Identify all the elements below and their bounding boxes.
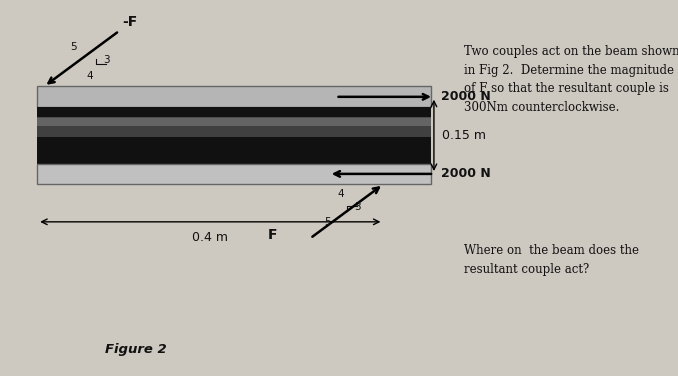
Text: 4: 4	[86, 71, 93, 82]
Text: Two couples act on the beam shown
in Fig 2.  Determine the magnitude
of F so tha: Two couples act on the beam shown in Fig…	[464, 45, 678, 114]
Text: 2000 N: 2000 N	[441, 167, 490, 180]
Text: Figure 2: Figure 2	[104, 343, 167, 356]
Text: 4: 4	[338, 189, 344, 199]
Bar	[37, 86, 431, 107]
Text: Where on  the beam does the
resultant couple act?: Where on the beam does the resultant cou…	[464, 244, 639, 276]
Text: -F: -F	[123, 15, 138, 29]
Text: 0.15 m: 0.15 m	[442, 129, 486, 142]
Text: F: F	[268, 227, 277, 242]
Text: 0.4 m: 0.4 m	[193, 231, 228, 244]
Bar	[37, 118, 431, 137]
Text: 3: 3	[103, 55, 110, 65]
Bar	[37, 164, 431, 184]
Bar	[37, 117, 431, 126]
Text: 5: 5	[324, 217, 330, 227]
Text: 2000 N: 2000 N	[441, 90, 490, 103]
Text: 3: 3	[354, 202, 361, 212]
Bar	[37, 107, 431, 164]
Text: 5: 5	[70, 41, 77, 52]
